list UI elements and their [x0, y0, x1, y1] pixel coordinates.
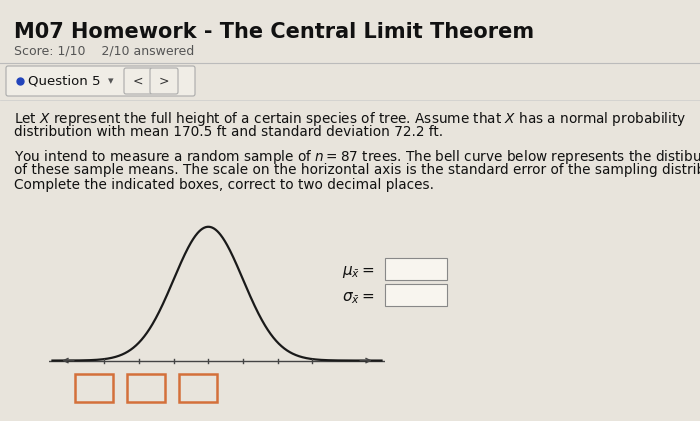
Text: of these sample means. The scale on the horizontal axis is the standard error of: of these sample means. The scale on the …	[14, 163, 700, 177]
Bar	[75, 374, 113, 402]
Text: $\mu_{\bar{x}} =$: $\mu_{\bar{x}} =$	[342, 264, 375, 280]
Bar	[179, 374, 217, 402]
Text: ▾: ▾	[108, 76, 113, 86]
Text: Question 5: Question 5	[28, 75, 101, 88]
FancyBboxPatch shape	[124, 68, 152, 94]
Text: M07 Homework - The Central Limit Theorem: M07 Homework - The Central Limit Theorem	[14, 22, 534, 42]
Bar	[385, 284, 447, 306]
Text: >: >	[159, 75, 169, 88]
Text: Score: 1/10    2/10 answered: Score: 1/10 2/10 answered	[14, 44, 195, 57]
Text: You intend to measure a random sample of $n = 87$ trees. The bell curve below re: You intend to measure a random sample of…	[14, 148, 700, 166]
Bar	[127, 374, 165, 402]
Bar	[385, 258, 447, 280]
Text: $\sigma_{\bar{x}} =$: $\sigma_{\bar{x}} =$	[342, 290, 375, 306]
Text: <: <	[133, 75, 144, 88]
FancyBboxPatch shape	[6, 66, 195, 96]
Text: distribution with mean 170.5 ft and standard deviation 72.2 ft.: distribution with mean 170.5 ft and stan…	[14, 125, 443, 139]
Text: Complete the indicated boxes, correct to two decimal places.: Complete the indicated boxes, correct to…	[14, 178, 434, 192]
FancyBboxPatch shape	[150, 68, 178, 94]
Text: Let $X$ represent the full height of a certain species of tree. Assume that $X$ : Let $X$ represent the full height of a c…	[14, 110, 687, 128]
